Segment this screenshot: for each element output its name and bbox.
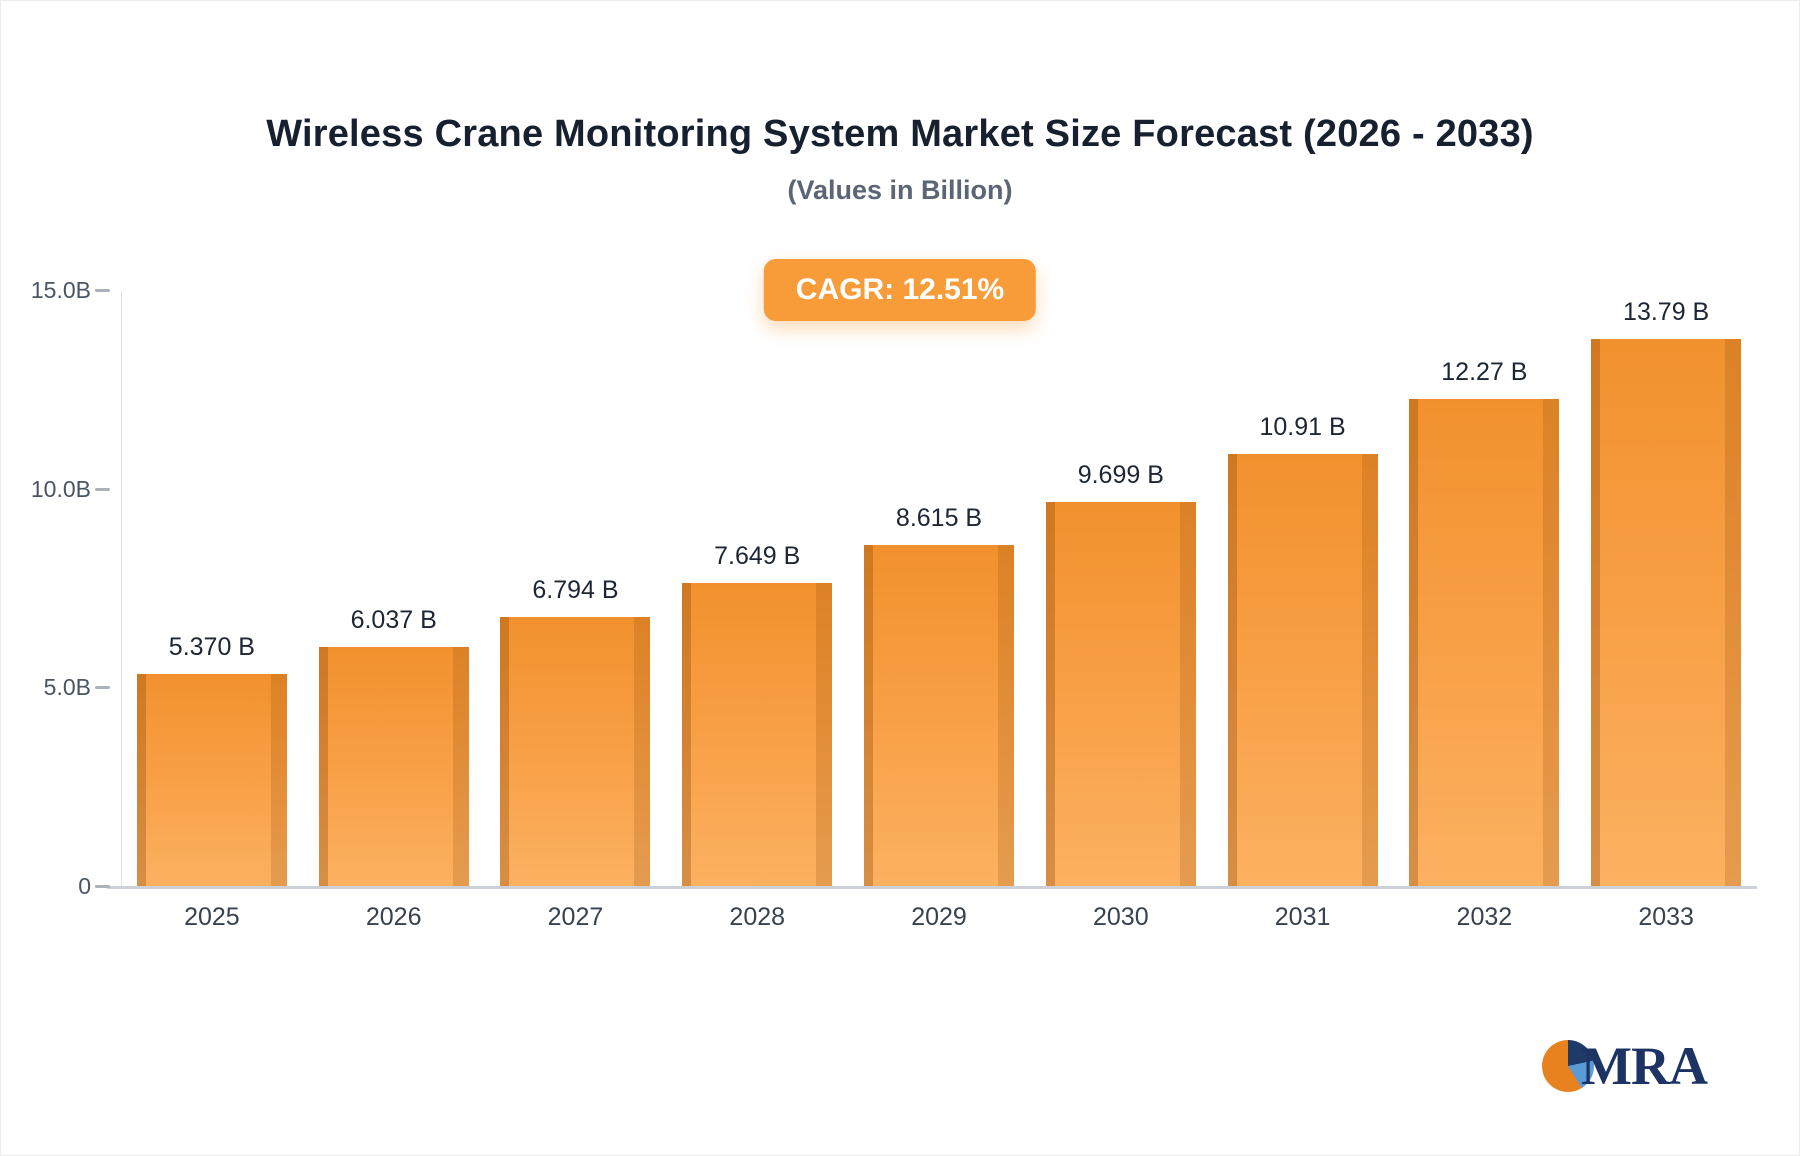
bar [136, 673, 287, 888]
y-tick-mark [95, 885, 110, 888]
bar [1227, 453, 1378, 888]
bar-value-label: 8.615 B [895, 503, 983, 532]
x-axis-baseline [107, 886, 1757, 889]
bar-value-label: 12.27 B [1441, 358, 1528, 387]
y-axis-line [121, 291, 122, 887]
bar-value-label: 10.91 B [1259, 412, 1346, 441]
y-tick-mark [95, 289, 110, 292]
bars-row: 5.370 B 6.037 B 6.794 B 7.649 B 8.615 B 9.699… [121, 291, 1757, 888]
bar-group: 6.037 B [303, 291, 485, 887]
bar [1409, 399, 1560, 887]
x-axis-label: 2026 [365, 903, 422, 931]
bar-group: 9.699 B [1030, 291, 1212, 888]
bar-value-label: 6.794 B [532, 576, 619, 605]
chart-subtitle: (Values in Billion) [787, 175, 1013, 205]
bar-group: 10.91 B [1212, 291, 1394, 888]
bar-value-label: 6.037 B [350, 606, 437, 635]
mra-logo: MRA [1542, 1035, 1708, 1097]
mra-logo-text: MRA [1581, 1036, 1708, 1096]
x-axis-label: 2031 [1274, 903, 1331, 931]
bar [500, 617, 651, 887]
bar [1045, 501, 1196, 888]
x-axis-labels: 2025 2026 2027 2028 2029 2030 2031 2032 2033 [121, 903, 1757, 932]
y-tick-mark [95, 686, 110, 690]
y-tick-label: 5.0B [43, 674, 91, 701]
y-tick-mark [95, 487, 110, 491]
bar-group: 6.794 B [485, 291, 667, 887]
x-axis-label: 2029 [911, 903, 967, 931]
chart-plot: 5.370 B 6.037 B 6.794 B 7.649 B 8.615 B 9.699… [31, 277, 1757, 931]
mra-logo-pie-icon [1542, 1040, 1595, 1092]
x-axis-label: 2032 [1456, 903, 1513, 931]
bar-group: 13.79 B [1575, 291, 1757, 887]
bar-value-label: 9.699 B [1077, 460, 1164, 489]
y-tick-label: 0 [78, 873, 91, 899]
bar [1591, 339, 1742, 887]
bar [864, 544, 1015, 888]
bar [318, 647, 469, 887]
x-axis-label: 2033 [1638, 903, 1694, 931]
bar [682, 583, 833, 887]
bar-group: 12.27 B [1393, 291, 1575, 887]
x-axis-label: 2027 [547, 903, 604, 931]
cagr-badge: CAGR: 12.51% [763, 259, 1037, 321]
y-tick-label: 15.0B [30, 277, 91, 303]
x-axis-label: 2028 [729, 903, 786, 931]
chart-title: Wireless Crane Monitoring System Market … [266, 113, 1534, 155]
bar-group: 5.370 B [121, 291, 303, 888]
x-axis-label: 2030 [1092, 903, 1149, 931]
bar-value-label: 5.370 B [168, 632, 255, 661]
bar-group: 8.615 B [848, 291, 1030, 888]
y-tick-label: 10.0B [30, 475, 91, 502]
bar-group: 7.649 B [666, 291, 848, 887]
bar-value-label: 7.649 B [714, 542, 801, 571]
x-axis-label: 2025 [184, 903, 240, 931]
bar-value-label: 13.79 B [1623, 298, 1710, 327]
